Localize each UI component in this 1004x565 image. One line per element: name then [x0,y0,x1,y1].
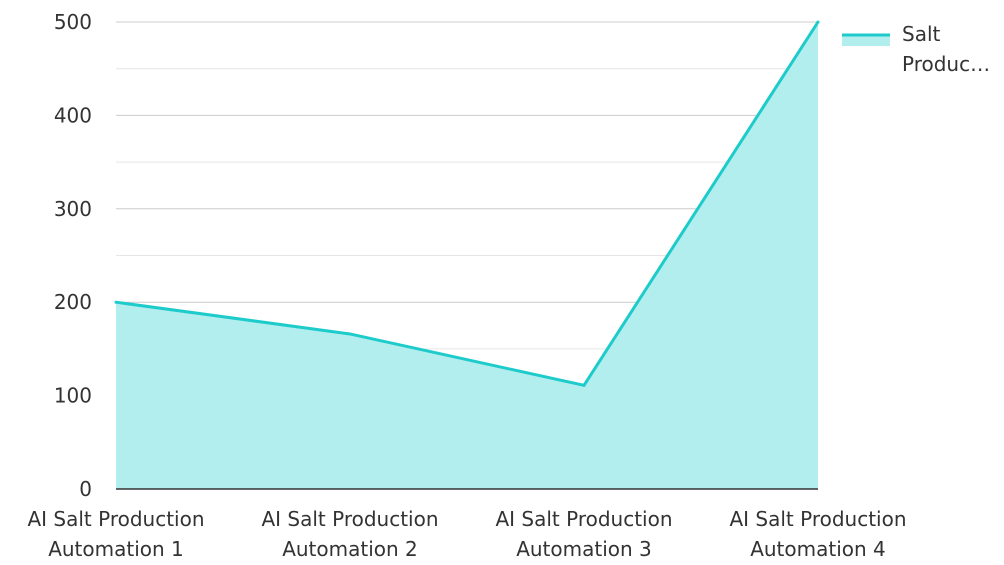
legend: Salt Produc… [842,22,990,76]
data-point[interactable] [816,20,820,24]
x-tick-label: AI Salt Production Automation 1 [27,507,204,561]
y-tick-label: 300 [54,197,92,221]
data-point[interactable] [348,332,352,336]
y-tick-label: 200 [54,290,92,314]
y-tick-label: 400 [54,103,92,127]
y-tick-label: 100 [54,384,92,408]
x-tick-label: AI Salt Production Automation 3 [495,507,672,561]
series-line [115,21,820,387]
y-tick-label: 0 [79,477,92,501]
legend-label: Salt Produc… [902,22,990,76]
x-tick-label: AI Salt Production Automation 4 [729,507,906,561]
area-layer [114,20,820,489]
legend-swatch-fill [842,36,890,46]
y-tick-label: 500 [54,10,92,34]
data-point[interactable] [114,300,118,304]
x-tick-label: AI Salt Production Automation 2 [261,507,438,561]
series-area-fill [116,22,818,489]
data-point[interactable] [582,383,586,387]
axes: 0 100 200 300 400 500 AI Salt Production Automa… [27,10,906,561]
